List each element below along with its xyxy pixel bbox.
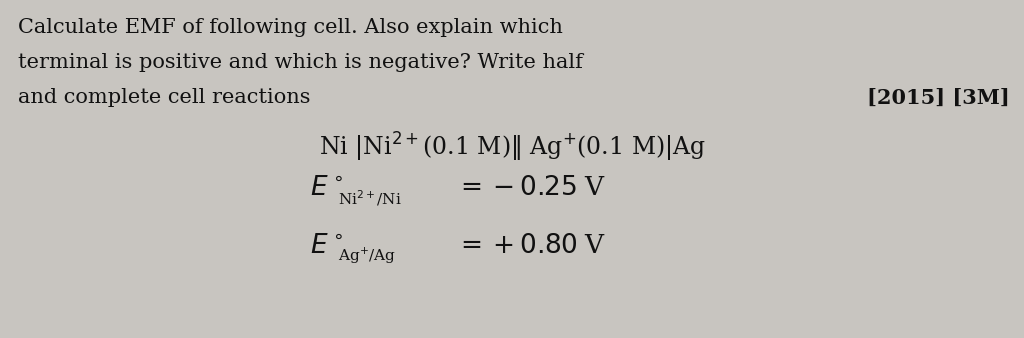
Text: Ni $|$Ni$^{2+}$(0.1 M)$\|$ Ag$^{+}$(0.1 M)$|$Ag: Ni $|$Ni$^{2+}$(0.1 M)$\|$ Ag$^{+}$(0.1 … [318,131,706,164]
Text: Ni$^{2+}$/Ni: Ni$^{2+}$/Ni [338,188,401,208]
Text: Ag$^{+}$/Ag: Ag$^{+}$/Ag [338,246,396,266]
Text: and complete cell reactions: and complete cell reactions [18,88,310,107]
Text: $= +0.80\;$V: $= +0.80\;$V [455,233,606,258]
Text: terminal is positive and which is negative? Write half: terminal is positive and which is negati… [18,53,583,72]
Text: [2015] [3M]: [2015] [3M] [867,88,1010,108]
Text: $E^\circ$: $E^\circ$ [310,233,343,258]
Text: Calculate EMF of following cell. Also explain which: Calculate EMF of following cell. Also ex… [18,18,563,37]
Text: $= -0.25\;$V: $= -0.25\;$V [455,175,605,200]
Text: $E^\circ$: $E^\circ$ [310,175,343,200]
